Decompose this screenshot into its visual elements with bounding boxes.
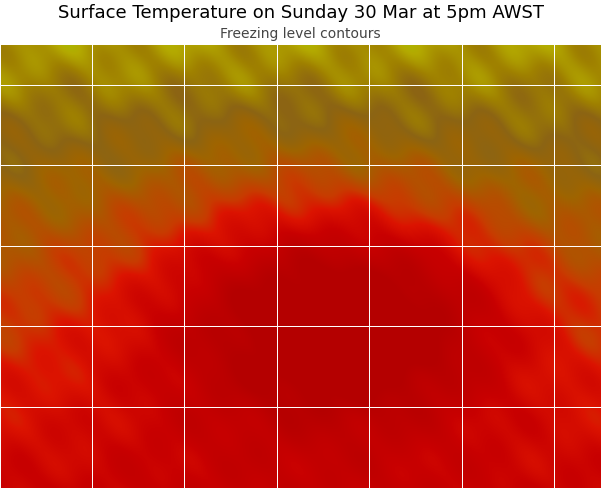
Text: Freezing level contours: Freezing level contours	[220, 27, 381, 41]
Text: Surface Temperature on Sunday 30 Mar at 5pm AWST: Surface Temperature on Sunday 30 Mar at …	[58, 3, 543, 21]
